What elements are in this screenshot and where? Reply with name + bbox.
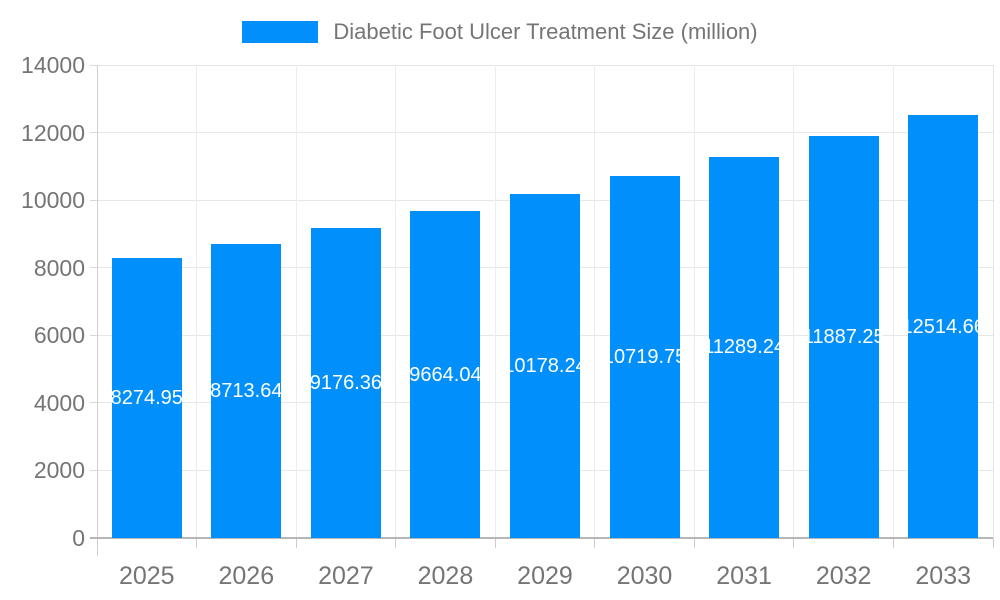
x-axis-label: 2033 — [915, 562, 972, 590]
chart-legend: Diabetic Foot Ulcer Treatment Size (mill… — [0, 18, 1000, 46]
x-axis-tick — [992, 539, 994, 548]
x-gridline — [395, 65, 397, 538]
y-axis-tick — [90, 64, 97, 66]
y-axis-label: 10000 — [21, 187, 85, 214]
y-gridline — [97, 132, 993, 134]
x-axis-tick — [594, 539, 596, 548]
x-axis-tick — [892, 539, 894, 548]
x-gridline — [295, 65, 297, 538]
x-axis-label: 2028 — [417, 562, 474, 590]
x-axis-tick — [395, 539, 397, 548]
bar[interactable] — [609, 175, 680, 538]
plot-area — [97, 65, 994, 539]
x-axis-label: 2027 — [318, 562, 374, 590]
x-axis-label: 2026 — [218, 562, 275, 590]
x-gridline — [693, 65, 695, 538]
x-axis-label: 2031 — [716, 562, 772, 590]
x-axis-label: 2025 — [118, 562, 175, 590]
y-axis-tick — [90, 402, 97, 404]
bar[interactable] — [709, 156, 780, 538]
bar[interactable] — [111, 258, 182, 538]
x-axis-label: 2029 — [517, 562, 573, 590]
bar[interactable] — [310, 227, 381, 538]
y-axis-label: 8000 — [33, 254, 85, 281]
y-axis-label: 2000 — [33, 457, 85, 484]
bar[interactable] — [510, 194, 580, 538]
x-axis-label: 2030 — [616, 562, 673, 590]
x-axis-tick — [494, 539, 496, 548]
bar[interactable] — [808, 136, 879, 538]
x-gridline — [196, 65, 198, 538]
bar[interactable] — [410, 211, 481, 538]
x-axis-tick — [196, 539, 198, 548]
x-gridline — [594, 65, 596, 538]
bar[interactable] — [211, 243, 282, 538]
legend-swatch[interactable] — [242, 21, 319, 43]
x-axis-tick — [693, 539, 695, 548]
y-axis-label: 14000 — [21, 52, 85, 78]
y-axis-label: 0 — [72, 525, 85, 551]
y-axis-tick — [90, 199, 97, 201]
x-axis-tick — [295, 539, 297, 548]
x-gridline — [892, 65, 894, 538]
y-axis-tick — [90, 267, 97, 269]
y-axis-line — [97, 65, 98, 556]
x-gridline — [494, 65, 496, 538]
y-axis-label: 4000 — [33, 389, 85, 416]
x-axis-label: 2032 — [815, 562, 872, 590]
legend-label[interactable]: Diabetic Foot Ulcer Treatment Size (mill… — [333, 19, 758, 44]
y-axis-label: 6000 — [33, 322, 85, 349]
x-axis-tick — [96, 539, 98, 548]
y-axis-label: 12000 — [21, 119, 85, 146]
bar[interactable] — [908, 115, 979, 538]
y-axis-tick — [90, 334, 97, 336]
x-gridline — [793, 65, 795, 538]
y-axis-tick — [90, 469, 97, 471]
y-axis-tick — [90, 132, 97, 134]
x-axis-line — [90, 537, 993, 539]
x-axis-tick — [793, 539, 795, 548]
